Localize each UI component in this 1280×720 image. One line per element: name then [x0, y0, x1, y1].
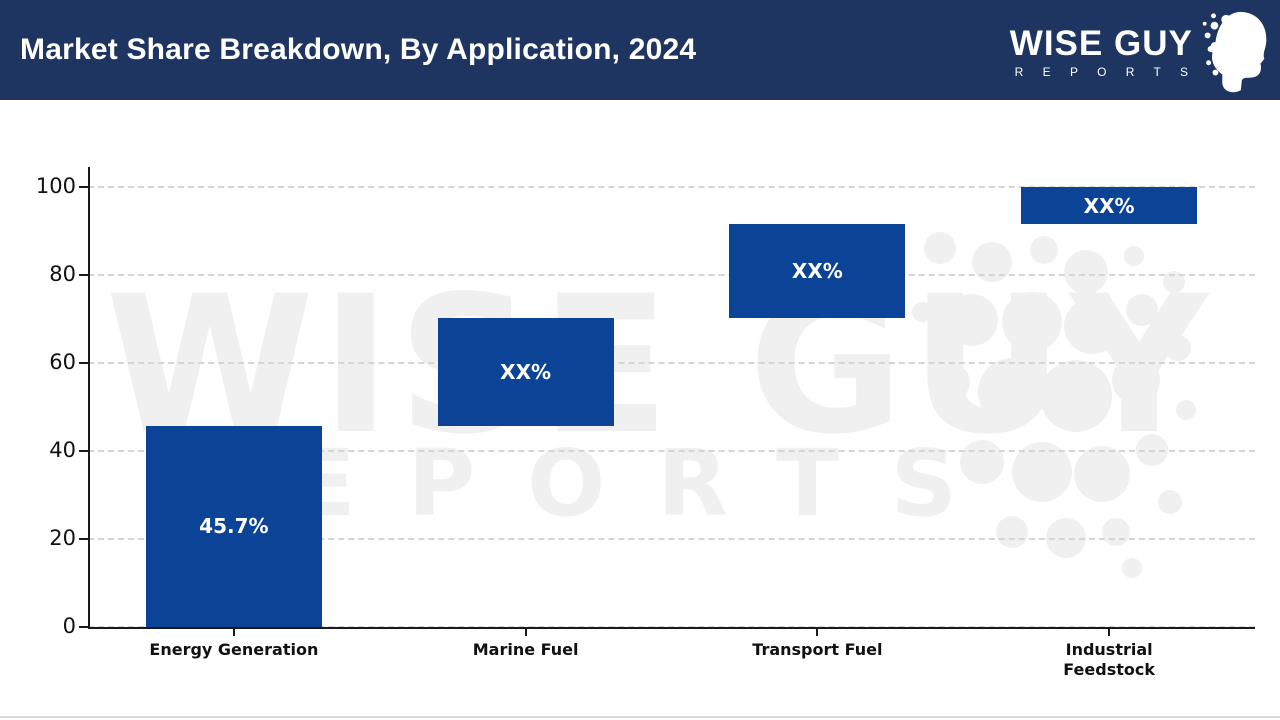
brand-name: WISE GUY: [1009, 23, 1193, 63]
y-axis-tick-label: 100: [35, 174, 76, 198]
brand-logo: WISE GUY R E P O R T S: [1007, 8, 1270, 96]
bar-value-label: XX%: [1083, 193, 1135, 218]
bar-segment: XX%: [1021, 187, 1198, 225]
x-axis-line: [88, 627, 1255, 629]
y-axis-tick-mark: [79, 538, 88, 540]
y-axis-tick-label: 20: [49, 526, 76, 550]
brand-logo-text: WISE GUY R E P O R T S: [1007, 23, 1196, 79]
gridline: [88, 450, 1255, 452]
bar-value-label: 45.7%: [199, 514, 269, 539]
x-axis-tick-mark: [816, 629, 819, 636]
bar-segment: 45.7%: [145, 425, 322, 627]
dotted-profile-head-icon: [1202, 11, 1267, 93]
bar-segment: XX%: [437, 318, 614, 426]
bottom-divider: [0, 716, 1280, 718]
y-axis-tick-mark: [79, 450, 88, 452]
chart-area: WISE GUY REPORTS 0 20 40 60 80 100 45.7% Energy: [0, 100, 1280, 720]
y-axis-tick-mark: [79, 186, 88, 188]
gridline: [88, 274, 1255, 276]
x-axis-category-label: Industrial Feedstock: [1063, 640, 1155, 679]
gridline: [88, 186, 1255, 188]
y-axis-tick-label: 0: [62, 614, 76, 638]
x-axis-tick-mark: [232, 629, 235, 636]
x-axis-category-label: Energy Generation: [149, 640, 319, 659]
y-axis-tick-mark: [79, 626, 88, 628]
bar-value-label: XX%: [791, 259, 843, 284]
x-axis-category-label: Transport Fuel: [752, 640, 883, 659]
gridline: [88, 538, 1255, 540]
x-axis-category-label: Marine Fuel: [472, 640, 579, 659]
bar-segment: XX%: [729, 224, 906, 319]
y-axis-line: [88, 167, 90, 629]
y-axis-tick-label: 80: [49, 262, 76, 286]
x-axis-tick-mark: [524, 629, 527, 636]
gridline: [88, 362, 1255, 364]
y-axis-tick-mark: [79, 274, 88, 276]
bar-value-label: XX%: [500, 360, 552, 384]
y-axis-tick-label: 40: [49, 438, 76, 462]
y-axis-tick-label: 60: [49, 350, 76, 374]
y-axis-tick-mark: [79, 362, 88, 364]
header-bar: Market Share Breakdown, By Application, …: [0, 0, 1280, 100]
x-axis-tick-mark: [1108, 629, 1111, 636]
page-title: Market Share Breakdown, By Application, …: [20, 33, 697, 66]
brand-subtitle: R E P O R T S: [1014, 64, 1196, 79]
